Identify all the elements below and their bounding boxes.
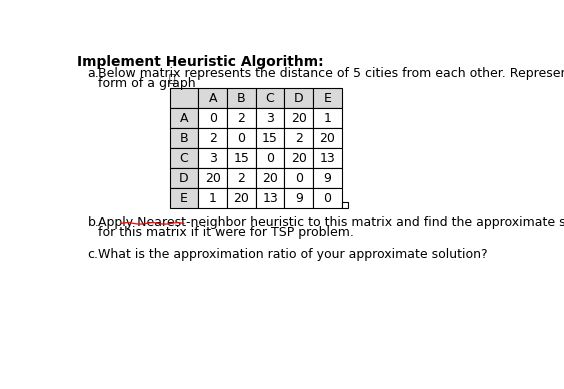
Text: form of a graph: form of a graph <box>98 77 195 91</box>
Bar <box>284 188 313 209</box>
Text: E: E <box>324 92 332 105</box>
Text: 0: 0 <box>209 112 217 125</box>
Text: A: A <box>209 92 217 105</box>
Text: 3: 3 <box>266 112 274 125</box>
Text: Implement Heuristic Algorithm:: Implement Heuristic Algorithm: <box>77 55 323 69</box>
Text: A: A <box>180 112 188 125</box>
Text: 2: 2 <box>237 112 245 125</box>
Text: 20: 20 <box>205 172 221 185</box>
Text: 0: 0 <box>237 132 245 145</box>
Text: 20: 20 <box>233 192 249 205</box>
Text: What is the approximation ratio of your approximate solution?: What is the approximation ratio of your … <box>98 249 487 261</box>
Bar <box>199 88 227 108</box>
Bar <box>255 128 284 148</box>
Bar <box>255 188 284 209</box>
Bar <box>284 168 313 188</box>
Bar <box>313 128 342 148</box>
Bar <box>199 188 227 209</box>
Text: 2: 2 <box>209 132 217 145</box>
Text: b.: b. <box>87 216 99 229</box>
Text: 20: 20 <box>291 152 307 165</box>
Text: 9: 9 <box>295 192 303 205</box>
Bar <box>170 188 199 209</box>
Text: 20: 20 <box>262 172 278 185</box>
Bar <box>227 108 255 128</box>
Text: B: B <box>180 132 188 145</box>
Bar <box>255 168 284 188</box>
Text: D: D <box>179 172 189 185</box>
Bar <box>227 128 255 148</box>
Text: B: B <box>237 92 246 105</box>
Bar <box>170 168 199 188</box>
Bar <box>227 88 255 108</box>
Bar <box>284 148 313 168</box>
Bar <box>313 188 342 209</box>
Bar <box>313 88 342 108</box>
Text: c.: c. <box>87 249 99 261</box>
Text: 20: 20 <box>319 132 336 145</box>
Text: 3: 3 <box>209 152 217 165</box>
Text: 1: 1 <box>209 192 217 205</box>
Text: 13: 13 <box>262 192 278 205</box>
Text: 0: 0 <box>323 192 332 205</box>
Text: Below matrix represents the distance of 5 cities from each other. Represent it i: Below matrix represents the distance of … <box>98 67 564 81</box>
Text: 0: 0 <box>295 172 303 185</box>
Bar <box>199 168 227 188</box>
Bar <box>170 88 199 108</box>
Text: 1: 1 <box>324 112 332 125</box>
Bar <box>255 88 284 108</box>
Bar <box>284 128 313 148</box>
Bar <box>313 168 342 188</box>
Bar <box>342 202 348 209</box>
Text: 20: 20 <box>291 112 307 125</box>
Text: D: D <box>294 92 303 105</box>
Bar <box>227 168 255 188</box>
Bar <box>313 148 342 168</box>
Bar <box>170 148 199 168</box>
Text: a.: a. <box>87 67 99 81</box>
Bar <box>255 108 284 128</box>
Bar <box>170 128 199 148</box>
Text: for this matrix if it were for TSP problem.: for this matrix if it were for TSP probl… <box>98 226 354 239</box>
Text: E: E <box>180 192 188 205</box>
Bar <box>255 148 284 168</box>
Bar <box>227 148 255 168</box>
Text: Apply Nearest-neighbor heuristic to this matrix and find the approximate solutio: Apply Nearest-neighbor heuristic to this… <box>98 216 564 229</box>
Bar <box>170 108 199 128</box>
Bar <box>284 108 313 128</box>
Text: ⌖: ⌖ <box>169 74 175 84</box>
Text: 15: 15 <box>233 152 249 165</box>
Text: 2: 2 <box>295 132 303 145</box>
Bar <box>199 108 227 128</box>
Bar <box>199 128 227 148</box>
Text: 2: 2 <box>237 172 245 185</box>
Bar <box>199 148 227 168</box>
Text: 0: 0 <box>266 152 274 165</box>
Bar <box>227 188 255 209</box>
Text: 13: 13 <box>320 152 335 165</box>
Text: C: C <box>180 152 188 165</box>
Bar <box>284 88 313 108</box>
Text: C: C <box>266 92 275 105</box>
Bar <box>313 108 342 128</box>
Text: 9: 9 <box>324 172 332 185</box>
Text: 15: 15 <box>262 132 278 145</box>
